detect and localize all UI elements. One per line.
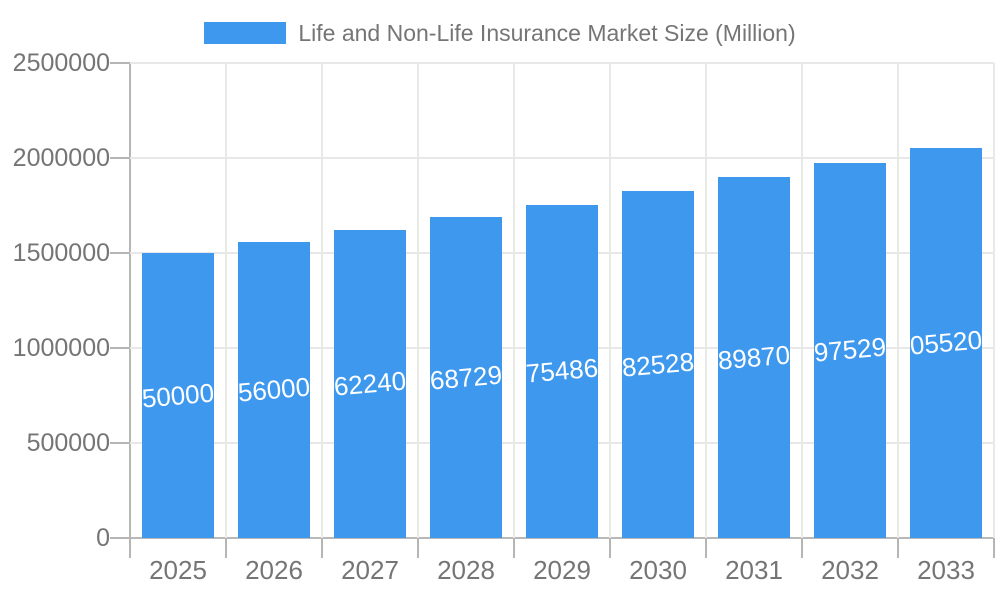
x-tick-label: 2033 [917, 555, 975, 585]
x-tick-mark [609, 538, 611, 558]
bar-2025: 1500000 [142, 253, 214, 538]
x-tick-label: 2030 [629, 555, 687, 585]
x-tick-label: 2026 [245, 555, 303, 585]
x-axis-line [130, 537, 994, 539]
y-tick-label: 2500000 [12, 49, 110, 77]
gridline-vertical [801, 63, 803, 538]
bar-value-label: 1622400 [334, 364, 406, 403]
bar-2030: 1825283 [622, 191, 694, 538]
x-tick-mark [225, 538, 227, 558]
y-tick-mark [110, 157, 130, 159]
gridline-vertical [513, 63, 515, 538]
y-tick-label: 500000 [26, 429, 110, 457]
bar-2029: 1754868 [526, 204, 598, 538]
gridline-horizontal [130, 62, 994, 64]
gridline-vertical [993, 63, 995, 538]
y-tick-label: 1000000 [12, 334, 110, 362]
x-tick-mark [801, 538, 803, 558]
bar-2028: 1687296 [430, 217, 502, 538]
x-tick-mark [129, 538, 131, 558]
plot-area: 1500000 1560000 1622400 1687296 1754868 18252… [130, 62, 995, 538]
y-axis-line [129, 63, 131, 558]
gridline-vertical [897, 63, 899, 538]
bar-value-label: 1687296 [430, 357, 502, 397]
x-tick-label: 2027 [341, 555, 399, 585]
legend: Life and Non-Life Insurance Market Size … [0, 18, 1000, 48]
bar-2027: 1622400 [334, 229, 406, 538]
gridline-vertical [417, 63, 419, 538]
bar-2026: 1560000 [238, 241, 310, 538]
gridline-vertical [225, 63, 227, 538]
bar-value-label: 1500000 [142, 375, 214, 415]
y-tick-mark [110, 347, 130, 349]
y-tick-label: 2000000 [12, 144, 110, 172]
gridline-vertical [321, 63, 323, 538]
legend-color-swatch [204, 22, 287, 44]
x-tick-label: 2029 [533, 555, 591, 585]
gridline-vertical [705, 63, 707, 538]
bar-value-label: 2055208 [910, 322, 982, 362]
y-tick-mark [110, 62, 130, 64]
x-tick-mark [705, 538, 707, 558]
y-tick-mark [110, 252, 130, 254]
bar-2033: 2055208 [910, 147, 982, 538]
x-tick-mark [321, 538, 323, 558]
y-tick-label: 0 [96, 524, 110, 552]
x-tick-label: 2025 [149, 555, 207, 585]
legend-label: Life and Non-Life Insurance Market Size … [298, 19, 796, 46]
x-tick-label: 2032 [821, 555, 879, 585]
y-tick-label: 1500000 [12, 239, 110, 267]
x-tick-label: 2028 [437, 555, 495, 585]
bar-value-label: 1898707 [718, 337, 790, 377]
x-tick-mark [897, 538, 899, 558]
x-tick-mark [993, 538, 995, 558]
y-tick-mark [110, 442, 130, 444]
gridline-vertical [609, 63, 611, 538]
bar-value-label: 1754868 [526, 351, 598, 391]
bar-value-label: 1975298 [814, 330, 886, 370]
bar-value-label: 1560000 [238, 369, 310, 409]
x-tick-mark [417, 538, 419, 558]
bar-2032: 1975298 [814, 162, 886, 538]
gridline-horizontal [130, 157, 994, 159]
y-tick-mark [110, 537, 130, 539]
bar-value-label: 1825283 [622, 344, 694, 384]
x-tick-label: 2031 [725, 555, 783, 585]
x-tick-mark [513, 538, 515, 558]
bar-2031: 1898707 [718, 177, 790, 538]
